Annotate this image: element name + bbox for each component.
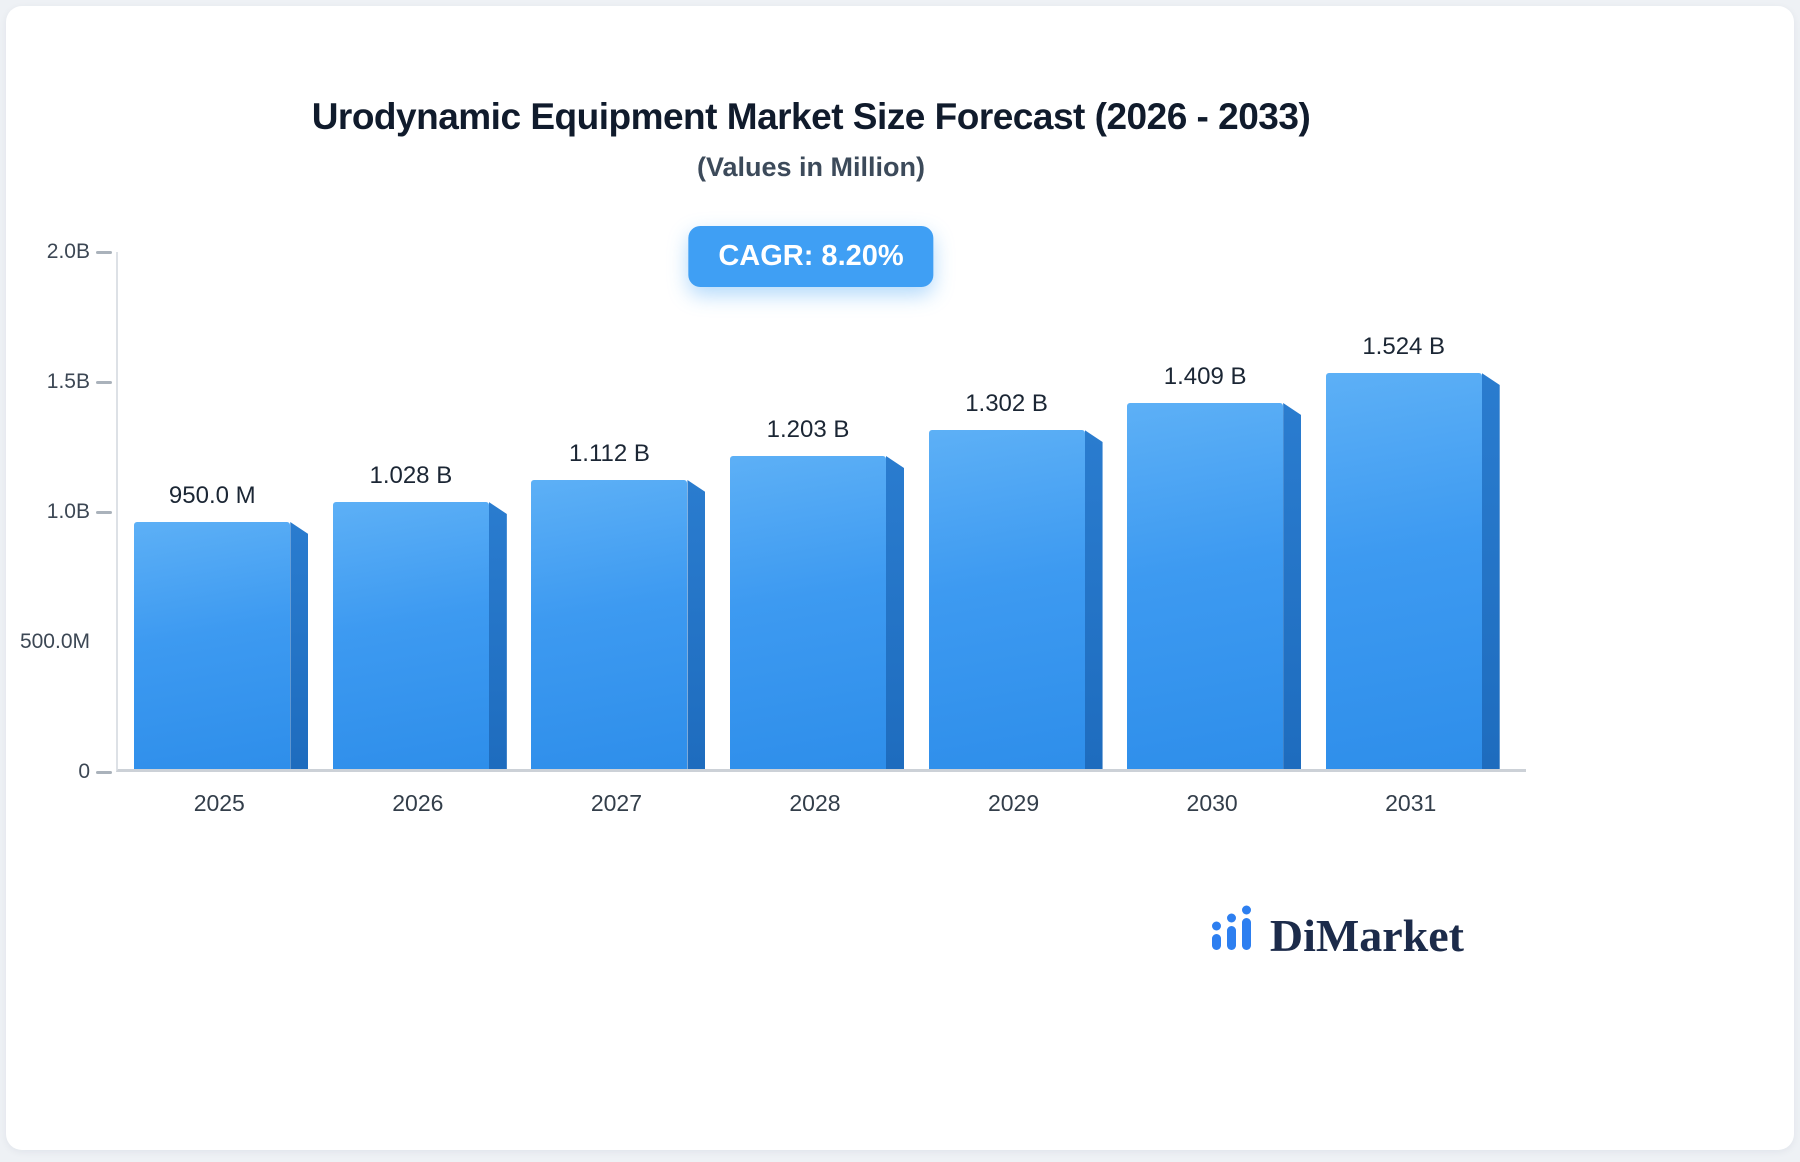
bar-side-face [1283, 403, 1302, 769]
brand-logo: DiMarket [1206, 902, 1464, 959]
bar-face [134, 522, 291, 769]
bar-face [1127, 403, 1284, 769]
bar-face [531, 480, 688, 769]
chart-subtitle: (Values in Million) [696, 152, 926, 182]
bar-side-face [687, 480, 706, 769]
bar-2026: 1.028 B [332, 462, 507, 769]
y-axis-label: 2.0B [46, 240, 90, 263]
plot-area: 950.0 M 1.028 B 1.112 B 1.203 B 1.302 B 1.409… [116, 252, 1526, 772]
chart-card: Urodynamic Equipment Market Size Forecas… [6, 6, 1794, 1150]
x-axis-label: 2030 [1186, 790, 1238, 816]
cagr-badge: CAGR: 8.20% [688, 226, 934, 287]
bar-value-label: 1.524 B [1362, 333, 1446, 360]
x-axis-label: 2028 [789, 790, 841, 816]
bar-value-label: 1.203 B [766, 416, 850, 443]
bar-face [1325, 373, 1482, 769]
brand-name: DiMarket [1269, 910, 1464, 961]
bar-side-face [886, 456, 904, 769]
chart-title: Urodynamic Equipment Market Size Forecas… [311, 96, 1311, 137]
bar-2025: 950.0 M [134, 482, 309, 769]
bar-face [730, 456, 886, 769]
y-axis-tick [96, 510, 112, 514]
y-axis-label: 500.0M [19, 630, 90, 653]
y-axis-label: 1.0B [46, 500, 90, 523]
y-axis-label: 0 [78, 760, 90, 783]
bar-face [332, 502, 489, 769]
y-axis: 2.0B 1.5B 1.0B 500.0M 0 [6, 240, 116, 783]
y-axis-label: 1.5B [46, 370, 90, 393]
bar-value-label: 1.028 B [369, 462, 453, 489]
x-axis-label: 2027 [590, 790, 642, 816]
x-axis-labels: 2025 2026 2027 2028 2029 2030 2031 [116, 790, 1526, 822]
bar-face [928, 430, 1085, 769]
bar-side-face [1084, 430, 1103, 769]
bar-value-label: 1.112 B [568, 440, 650, 467]
y-axis-tick [96, 770, 112, 774]
bar-side-face [488, 502, 507, 769]
y-axis-tick [96, 250, 112, 254]
x-axis-label: 2031 [1385, 790, 1437, 816]
bar-side-face [1481, 373, 1500, 769]
bar-value-label: 950.0 M [168, 482, 256, 509]
bar-2027: 1.112 B [531, 440, 706, 769]
bar-2028: 1.203 B [730, 416, 904, 769]
bar-2029: 1.302 B [928, 390, 1103, 769]
x-axis-label: 2025 [193, 790, 245, 816]
x-axis-label: 2029 [987, 790, 1040, 816]
bar-value-label: 1.409 B [1163, 363, 1247, 390]
bar-chart-logo-icon [1206, 902, 1258, 959]
x-axis-label: 2026 [392, 790, 444, 816]
bar-2031: 1.524 B [1325, 333, 1500, 769]
y-axis-tick [96, 380, 112, 384]
bar-2030: 1.409 B [1127, 363, 1302, 769]
bar-side-face [290, 522, 309, 769]
bar-value-label: 1.302 B [965, 390, 1048, 417]
